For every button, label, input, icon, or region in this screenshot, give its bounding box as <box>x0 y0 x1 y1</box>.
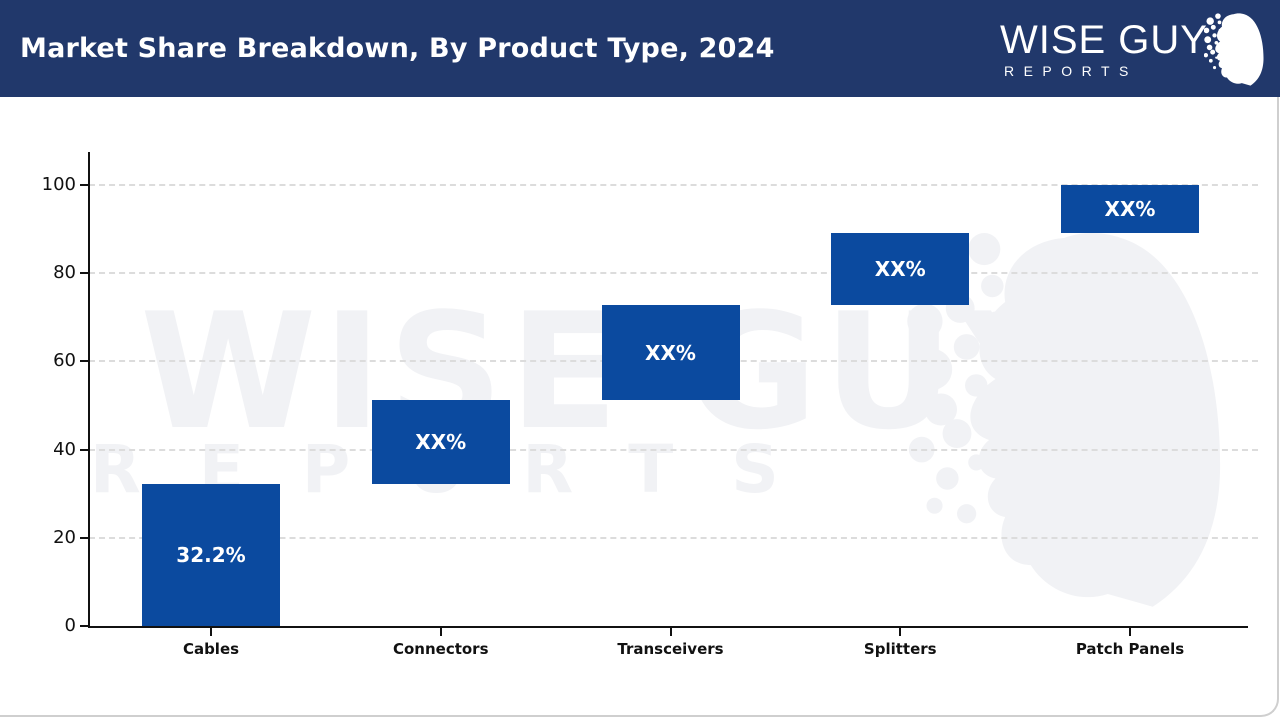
x-axis-line <box>88 626 1248 628</box>
y-tick-label: 20 <box>53 526 76 548</box>
x-category-label: Patch Panels <box>1075 640 1185 658</box>
bar-value-label: XX% <box>415 430 467 455</box>
x-category-label: Transceivers <box>617 640 724 658</box>
bar-transceivers: XX% <box>601 305 740 401</box>
y-axis-line <box>88 152 90 628</box>
logo-text: WISE GUY REPORTS <box>1000 20 1208 78</box>
bar-cables: 32.2% <box>142 483 280 626</box>
bar-splitters: XX% <box>831 232 970 306</box>
header-bar: Market Share Breakdown, By Product Type,… <box>0 0 1280 97</box>
x-tick-mark <box>669 628 672 636</box>
bar-value-label: XX% <box>1104 196 1156 221</box>
y-tick-mark <box>80 272 88 275</box>
page-title: Market Share Breakdown, By Product Type,… <box>20 33 775 64</box>
y-tick-mark <box>80 184 88 186</box>
x-tick-mark <box>439 628 442 636</box>
gridline <box>89 448 1258 451</box>
y-tick-label: 80 <box>53 262 76 284</box>
x-category-label: Cables <box>182 640 240 658</box>
x-tick-mark <box>1129 628 1131 636</box>
y-tick-label: 40 <box>53 438 76 460</box>
y-tick-mark <box>80 360 88 363</box>
y-tick-mark <box>80 448 88 451</box>
gridline <box>89 184 1258 186</box>
gridline <box>89 536 1258 539</box>
x-tick-mark <box>899 628 902 636</box>
y-tick-label: 60 <box>53 350 76 372</box>
bar-value-label: XX% <box>874 257 926 281</box>
x-tick-mark <box>210 628 212 636</box>
logo-subtitle: REPORTS <box>1003 62 1138 79</box>
bar-patch-panels: XX% <box>1061 185 1199 233</box>
logo-head-icon <box>1204 12 1264 86</box>
x-category-label: Connectors <box>392 640 489 658</box>
bar-connectors: XX% <box>371 400 510 484</box>
bar-value-label: 32.2% <box>176 542 246 567</box>
gridline <box>89 272 1258 275</box>
y-tick-label: 100 <box>41 174 76 195</box>
y-tick-label: 0 <box>64 615 76 636</box>
y-tick-mark <box>80 536 88 539</box>
wiseguy-logo: WISE GUY REPORTS <box>1000 10 1266 88</box>
bar-value-label: XX% <box>645 340 696 365</box>
logo-wordmark: WISE GUY <box>999 17 1208 62</box>
y-tick-mark <box>80 625 88 627</box>
x-category-label: Splitters <box>863 640 937 658</box>
